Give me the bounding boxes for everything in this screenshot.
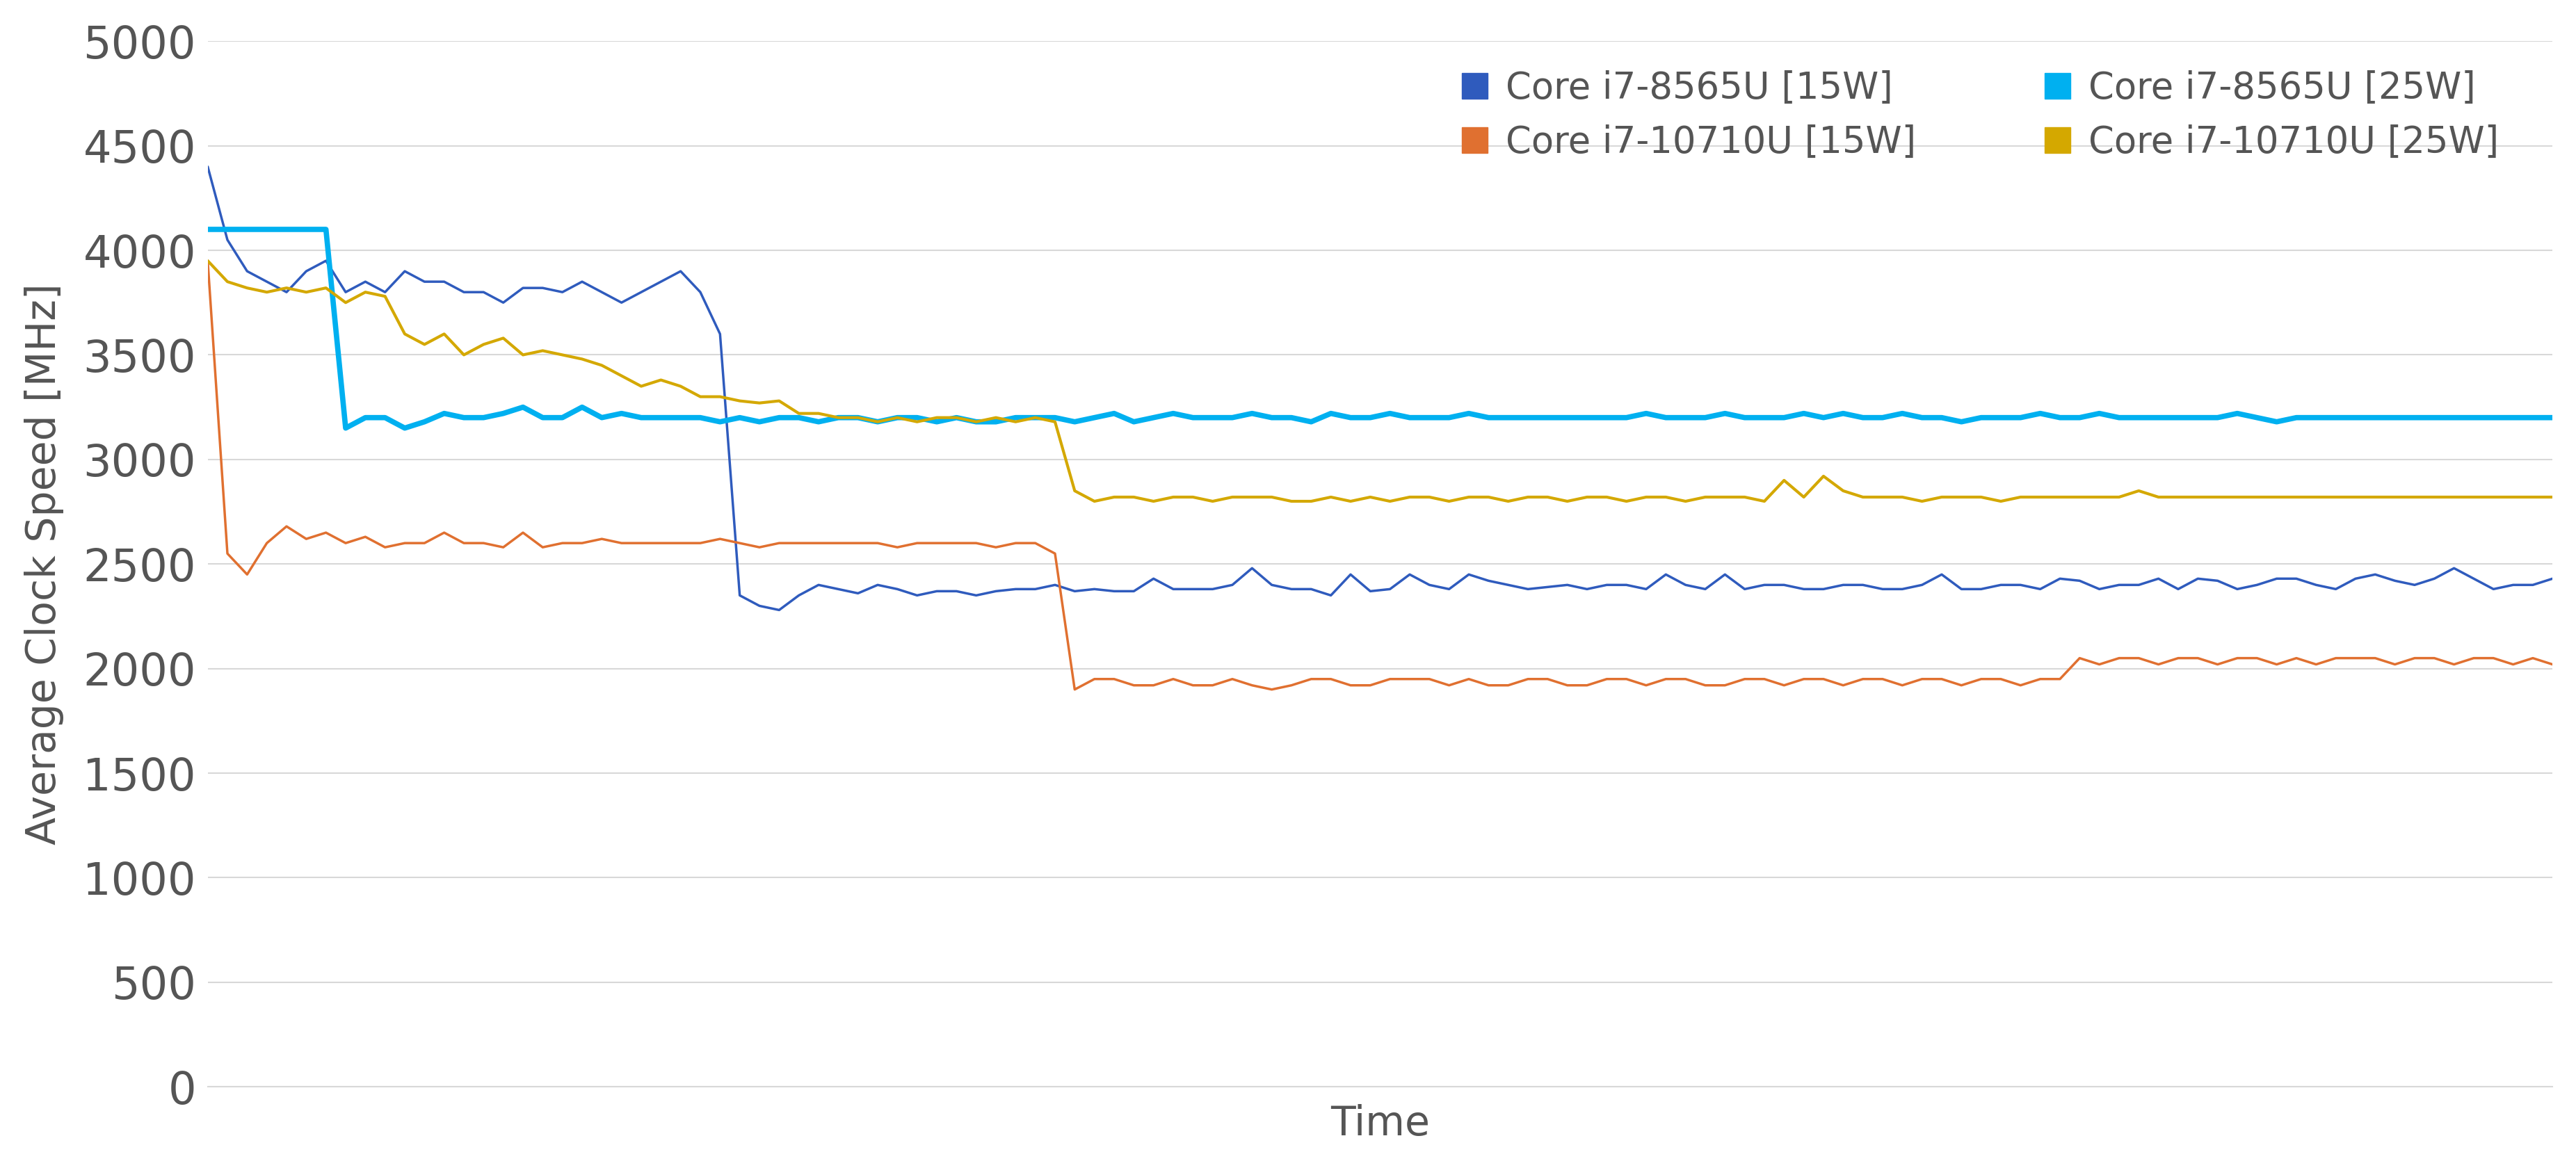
Legend: Core i7-8565U [15W], Core i7-10710U [15W], Core i7-8565U [25W], Core i7-10710U [: Core i7-8565U [15W], Core i7-10710U [15W…: [1461, 70, 2499, 161]
Y-axis label: Average Clock Speed [MHz]: Average Clock Speed [MHz]: [23, 284, 64, 844]
X-axis label: Time: Time: [1329, 1104, 1430, 1143]
